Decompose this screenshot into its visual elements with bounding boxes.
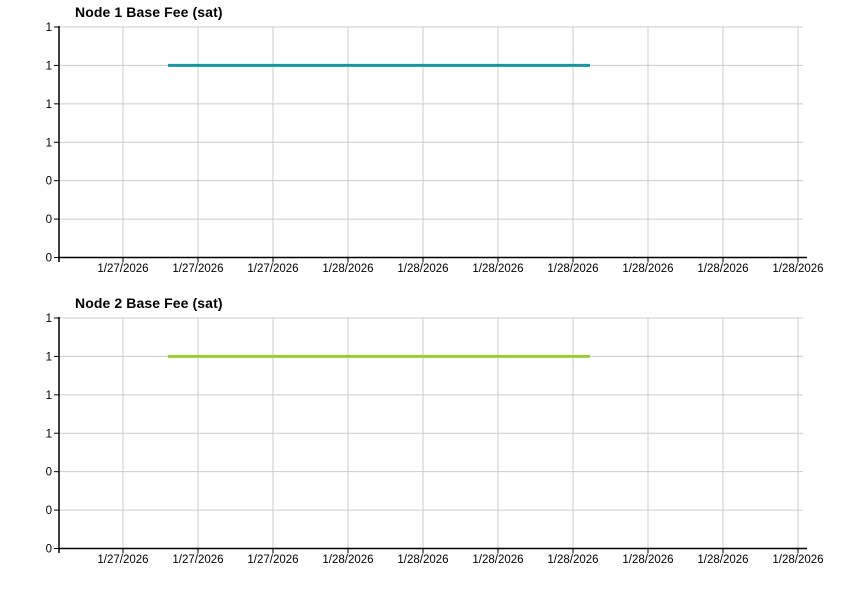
y-tick-label: 1 [46, 313, 52, 325]
y-tick-label: 1 [46, 390, 52, 402]
x-tick-label: 1/28/2026 [697, 554, 748, 566]
x-tick-label: 1/28/2026 [397, 263, 448, 275]
y-tick-label: 1 [46, 137, 52, 149]
chart-canvas-node2: 1 1 1 1 0 0 0 1/27/2026 1/27/2026 1/27/2026 1/28/2… [46, 313, 824, 566]
y-tick-label: 1 [46, 351, 52, 363]
x-tick-label: 1/28/2026 [472, 554, 523, 566]
chart-title-node2: Node 2 Base Fee (sat) [75, 295, 223, 311]
x-tick-label: 1/28/2026 [547, 554, 598, 566]
x-tick-label: 1/28/2026 [697, 263, 748, 275]
y-tick-label: 0 [46, 544, 52, 556]
y-tick-label: 0 [46, 176, 52, 188]
x-tick-label: 1/28/2026 [622, 263, 673, 275]
chart-node1-base-fee: Node 1 Base Fee (sat) 1 1 1 1 0 0 0 1/27/2026 1/… [0, 0, 860, 290]
chart-node2-base-fee: Node 2 Base Fee (sat) 1 1 1 1 0 0 0 1/27/2026 1/… [0, 291, 860, 581]
y-tick-label: 0 [46, 214, 52, 226]
x-tick-label: 1/28/2026 [322, 554, 373, 566]
x-tick-label: 1/27/2026 [247, 263, 298, 275]
y-tick-label: 1 [46, 22, 52, 34]
x-tick-label: 1/27/2026 [97, 263, 148, 275]
x-tick-label: 1/27/2026 [247, 554, 298, 566]
x-tick-label: 1/28/2026 [772, 554, 823, 566]
y-tick-label: 0 [46, 253, 52, 265]
x-tick-label: 1/27/2026 [97, 554, 148, 566]
y-tick-label: 0 [46, 467, 52, 479]
x-tick-label: 1/27/2026 [172, 554, 223, 566]
x-tick-label: 1/28/2026 [472, 263, 523, 275]
y-tick-label: 1 [46, 428, 52, 440]
y-tick-label: 0 [46, 505, 52, 517]
y-tick-label: 1 [46, 99, 52, 111]
x-tick-label: 1/28/2026 [547, 263, 598, 275]
chart-title-node1: Node 1 Base Fee (sat) [75, 4, 223, 20]
x-tick-label: 1/28/2026 [322, 263, 373, 275]
chart-canvas-node1: 1 1 1 1 0 0 0 1/27/2026 1/27/2026 1/27/2026 1/28/2… [46, 22, 824, 275]
x-tick-label: 1/28/2026 [772, 263, 823, 275]
x-tick-label: 1/28/2026 [622, 554, 673, 566]
x-tick-label: 1/28/2026 [397, 554, 448, 566]
x-tick-label: 1/27/2026 [172, 263, 223, 275]
y-tick-label: 1 [46, 60, 52, 72]
